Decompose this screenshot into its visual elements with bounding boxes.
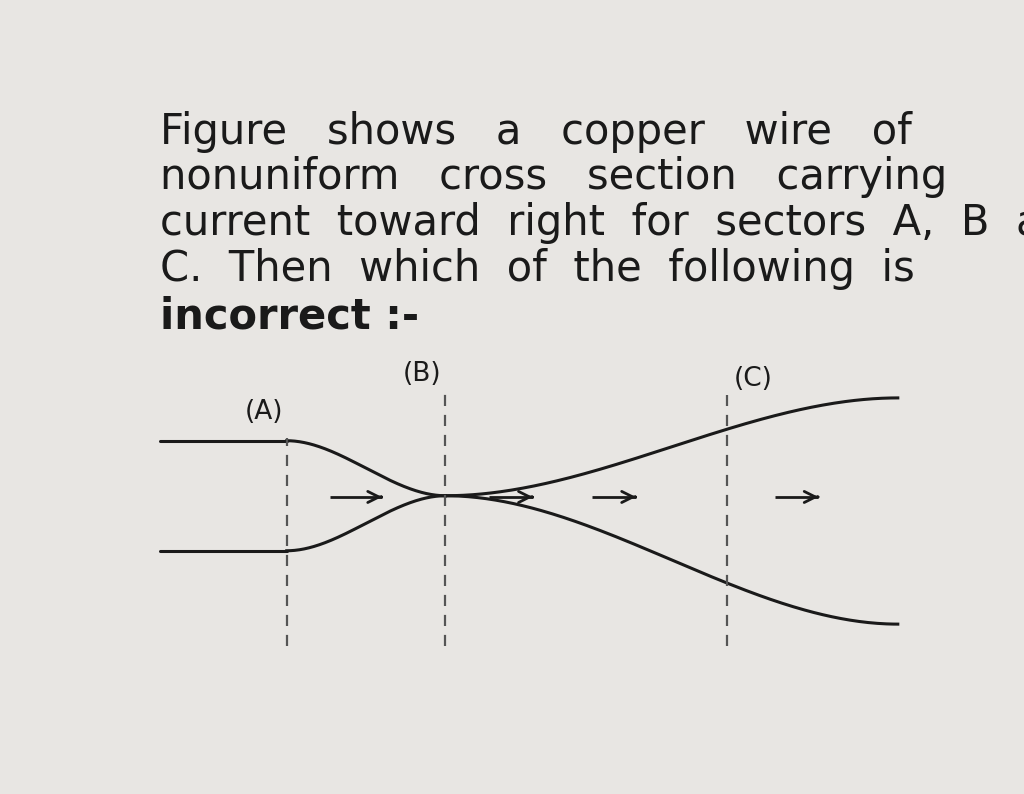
Text: incorrect :-: incorrect :- [160, 296, 419, 337]
Text: C.  Then  which  of  the  following  is: C. Then which of the following is [160, 248, 914, 290]
Text: (C): (C) [733, 366, 772, 391]
Text: (A): (A) [245, 399, 283, 426]
Text: current  toward  right  for  sectors  A,  B  and: current toward right for sectors A, B an… [160, 202, 1024, 245]
Text: (B): (B) [402, 361, 441, 387]
Text: Figure   shows   a   copper   wire   of: Figure shows a copper wire of [160, 110, 911, 152]
Text: nonuniform   cross   section   carrying: nonuniform cross section carrying [160, 156, 947, 198]
